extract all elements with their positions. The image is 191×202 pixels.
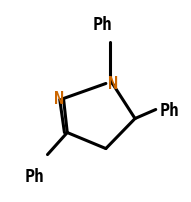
Text: N: N [108,75,118,93]
Text: Ph: Ph [159,101,180,119]
Text: Ph: Ph [24,167,44,185]
Text: N: N [53,90,63,108]
Text: Ph: Ph [93,16,113,34]
